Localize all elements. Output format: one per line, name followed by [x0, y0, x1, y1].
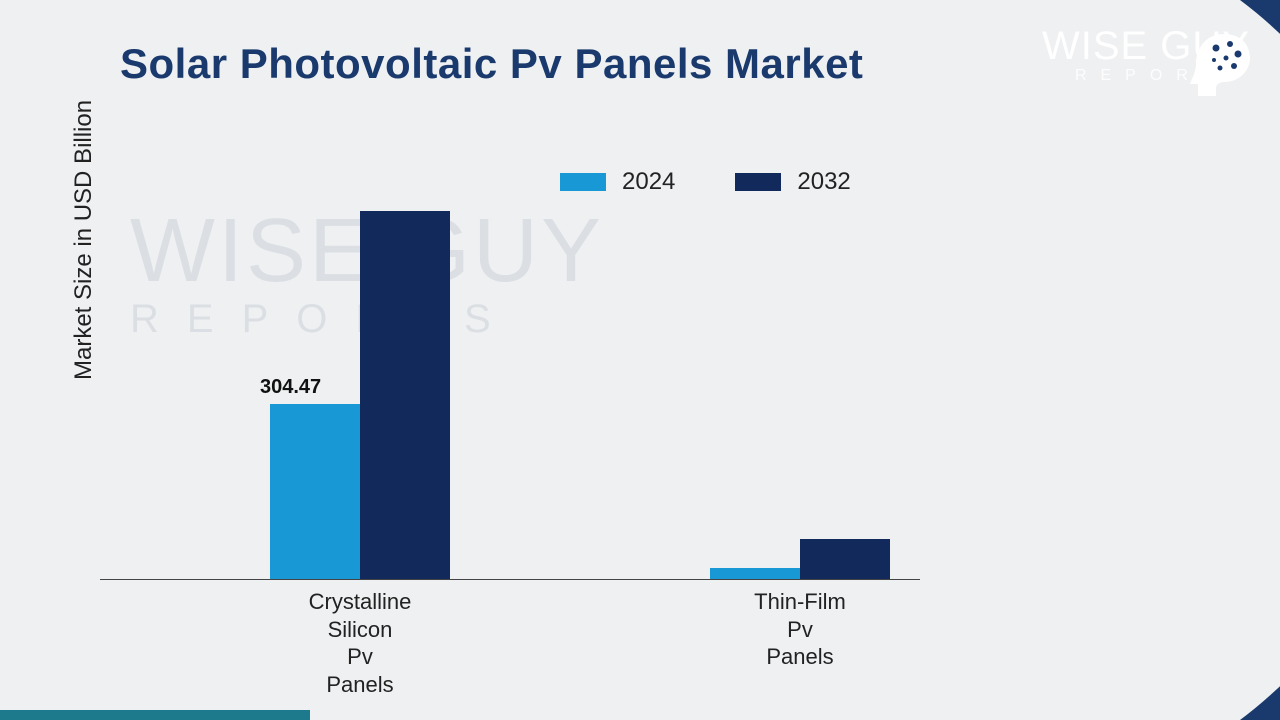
bar-2032: [800, 539, 890, 579]
category-label: Thin-FilmPvPanels: [700, 588, 900, 671]
category-label: CrystallineSiliconPvPanels: [260, 588, 460, 698]
y-axis-label: Market Size in USD Billion: [70, 100, 98, 380]
bar-2024: [710, 568, 800, 580]
bar-2032: [360, 211, 450, 579]
brand-logo: WISE GUY REPORTS: [1042, 24, 1250, 85]
legend-item-2032: 2032: [735, 168, 850, 196]
brand-line2: REPORTS: [1042, 67, 1250, 85]
chart-plot-area: 304.47CrystallineSiliconPvPanelsThin-Fil…: [100, 200, 920, 580]
bar-2024: [270, 404, 360, 579]
chart-title: Solar Photovoltaic Pv Panels Market: [120, 40, 863, 88]
legend-label-2032: 2032: [797, 168, 850, 196]
bottom-accent-bar: [0, 710, 310, 720]
legend-item-2024: 2024: [560, 168, 675, 196]
infographic-canvas: WISE GUY REPORTS Solar Photovoltaic Pv P…: [0, 0, 1280, 720]
legend-swatch-2024: [560, 173, 606, 191]
legend-swatch-2032: [735, 173, 781, 191]
bar-value-label: 304.47: [260, 376, 321, 399]
brand-head-icon: [1186, 30, 1256, 102]
legend-label-2024: 2024: [622, 168, 675, 196]
x-axis-baseline: [100, 579, 920, 580]
legend: 2024 2032: [560, 168, 851, 196]
